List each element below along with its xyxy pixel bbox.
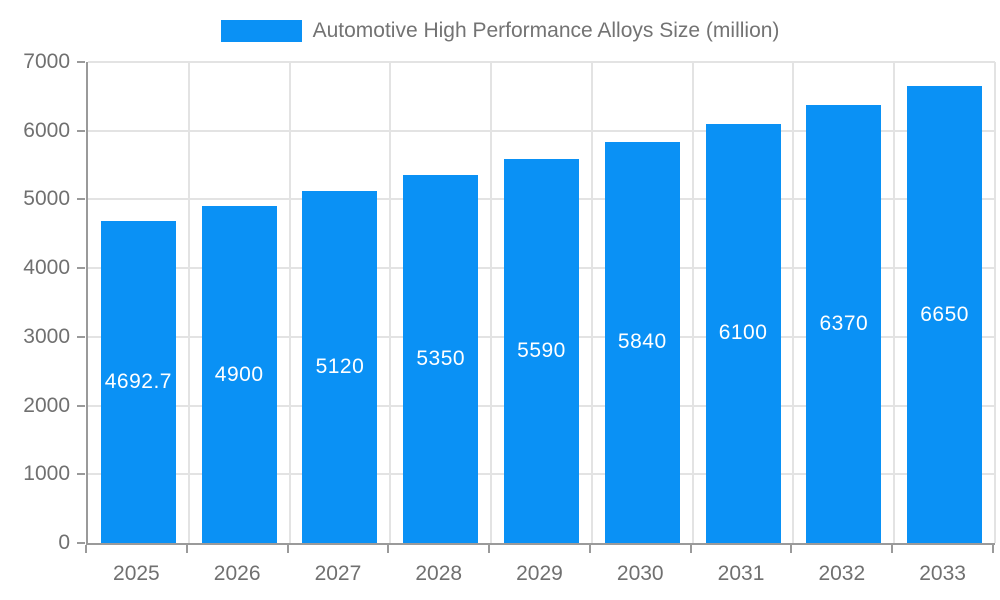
v-gridline [590, 62, 593, 543]
bar-2026[interactable]: 4900 [201, 206, 277, 543]
y-axis-tick [77, 404, 85, 407]
y-tick-label: 6000 [23, 118, 70, 142]
y-axis-tick [77, 61, 85, 63]
x-axis-tick [790, 545, 793, 553]
legend[interactable]: Automotive High Performance Alloys Size … [0, 18, 1000, 44]
bar-2031[interactable]: 6100 [705, 123, 781, 543]
v-gridline [893, 62, 896, 543]
x-tick-label: 2028 [415, 562, 463, 585]
bar-value-label: 5840 [617, 330, 667, 354]
bar-value-label: 4900 [214, 362, 264, 386]
v-gridline [288, 62, 291, 543]
y-axis-tick [77, 198, 85, 201]
v-gridline [792, 62, 795, 543]
y-tick-label: 0 [58, 531, 70, 554]
x-tick-label: 2029 [516, 562, 563, 585]
y-tick-label: 2000 [23, 393, 70, 417]
y-axis-tick [77, 335, 85, 338]
h-gridline [88, 129, 995, 132]
x-tick-label: 2025 [113, 562, 160, 585]
v-gridline [691, 62, 694, 543]
legend-swatch-icon [220, 20, 302, 42]
x-axis-tick [488, 545, 491, 553]
y-tick-label: 7000 [23, 50, 70, 73]
x-axis-tick [286, 545, 289, 553]
bar-value-label: 6650 [920, 302, 969, 326]
y-axis-tick [77, 129, 85, 132]
bar-2025[interactable]: 4692.7 [100, 220, 176, 543]
x-tick-label: 2027 [314, 562, 362, 585]
x-axis-tick [689, 545, 692, 553]
x-tick-label: 2031 [717, 562, 765, 585]
x-axis-tick [588, 545, 591, 553]
y-tick-label: 1000 [23, 462, 70, 486]
v-gridline [389, 62, 392, 543]
x-tick-label: 2032 [818, 562, 866, 585]
v-gridline [994, 62, 996, 543]
h-gridline [88, 61, 995, 63]
x-tick-label: 2026 [213, 562, 261, 585]
bar-2030[interactable]: 5840 [604, 141, 680, 543]
bar-value-label: 5350 [416, 347, 466, 371]
legend-label: Automotive High Performance Alloys Size … [312, 19, 780, 42]
bar-2027[interactable]: 5120 [302, 191, 378, 543]
y-axis-tick [77, 473, 85, 476]
v-gridline [187, 62, 190, 543]
x-axis-tick [992, 545, 994, 553]
x-axis-tick [85, 545, 87, 553]
bar-2029[interactable]: 5590 [504, 158, 579, 543]
y-tick-label: 5000 [23, 187, 70, 211]
v-gridline [490, 62, 493, 543]
bar-value-label: 6370 [819, 312, 869, 336]
x-axis-tick [185, 545, 188, 553]
x-tick-label: 2030 [616, 562, 664, 585]
x-axis-tick [891, 545, 894, 553]
x-tick-label: 2033 [919, 562, 966, 585]
y-tick-label: 3000 [23, 324, 70, 348]
bar-value-label: 6100 [718, 321, 768, 345]
y-tick-label: 4000 [23, 256, 70, 280]
y-axis-tick [77, 267, 85, 270]
bar-2032[interactable]: 6370 [806, 105, 882, 543]
plot-area: 4692.7 4900 5120 5350 5590 5840 6100 6370 6650 [86, 61, 996, 545]
x-axis-tick [387, 545, 390, 553]
bar-2028[interactable]: 5350 [403, 175, 479, 543]
y-axis-tick [77, 542, 85, 544]
bar-2033[interactable]: 6650 [907, 86, 983, 543]
bar-value-label: 5590 [517, 338, 566, 362]
bar-value-label: 5120 [315, 355, 365, 379]
bar-value-label: 4692.7 [104, 369, 172, 393]
